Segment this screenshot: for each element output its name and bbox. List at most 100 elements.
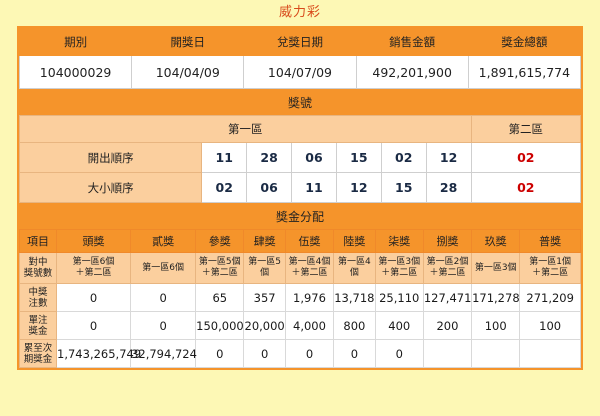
prize-per-bet-value-9: 100 <box>471 311 521 340</box>
prize-distribution-table: 項目 頭獎 貳獎 參獎 肆獎 伍獎 陸獎 柒獎 捌獎 玖獎 普獎 對中 獎號數 … <box>18 229 581 368</box>
match-3-line2: ＋第二區 <box>201 268 238 278</box>
draw-order-number-6: 12 <box>425 142 472 173</box>
match-7-line1: 第一區3個 <box>378 257 421 267</box>
match-5-line2: ＋第二區 <box>291 268 328 278</box>
carryover-value-6: 0 <box>333 339 376 368</box>
draw-order-row: 開出順序 11 28 06 15 02 12 02 <box>18 142 582 173</box>
prize-distribution-frame: 獎金分配 項目 頭獎 貳獎 參獎 肆獎 伍獎 陸獎 柒獎 捌獎 玖獎 普獎 <box>17 205 583 370</box>
match-8-line1: 第一區2個 <box>426 257 469 267</box>
carryover-value-3: 0 <box>195 339 245 368</box>
carryover-value-1: 1,743,265,749 <box>56 339 141 368</box>
tier-header-6: 陸獎 <box>333 229 376 253</box>
tier-header-10: 普獎 <box>519 229 581 253</box>
match-8-line2: ＋第二區 <box>429 268 466 278</box>
draw-info-frame: 期別 開獎日 兌獎日期 銷售金額 獎金總額 104000029 104/04/0… <box>17 26 583 91</box>
draw-info-header-draw-date: 開獎日 <box>131 28 245 56</box>
draw-info-value-sales-amount: 492,201,900 <box>355 55 469 89</box>
draw-info-value-total-prize: 1,891,615,774 <box>467 55 582 89</box>
carryover-value-9 <box>471 339 521 368</box>
draw-info-table: 期別 開獎日 兌獎日期 銷售金額 獎金總額 104000029 104/04/0… <box>18 28 582 89</box>
carryover-row: 累至次 期獎金 1,743,265,749 32,794,724 0 0 0 0… <box>18 339 581 368</box>
prize-per-bet-value-3: 150,000 <box>195 311 245 340</box>
match-2-line1: 第一區6個 <box>142 262 184 273</box>
match-3-line1: 第一區5個 <box>198 257 241 267</box>
matching-numbers-cell-6: 第一區4個 <box>333 252 376 284</box>
prize-per-bet-label: 單注 獎金 <box>18 311 58 340</box>
match-7-line2: ＋第二區 <box>381 268 418 278</box>
match-1-line1: 第一區6個 <box>72 257 115 267</box>
tier-header-8: 捌獎 <box>422 229 473 253</box>
winning-bets-value-9: 171,278 <box>471 283 521 312</box>
carryover-value-10 <box>519 339 581 368</box>
winning-numbers-section-title: 獎號 <box>19 91 581 115</box>
match-1-line2: ＋第二區 <box>75 268 112 278</box>
draw-info-value-draw-date: 104/04/09 <box>131 55 245 89</box>
prize-per-bet-value-10: 100 <box>519 311 581 340</box>
carryover-value-7: 0 <box>374 339 424 368</box>
carryover-label-line2: 期獎金 <box>23 353 53 365</box>
tier-header-1: 頭獎 <box>56 229 132 253</box>
winning-numbers-frame: 獎號 第一區 第二區 開出順序 11 28 06 15 02 12 02 大小順 <box>17 91 583 205</box>
matching-numbers-row: 對中 獎號數 第一區6個 ＋第二區 第一區6個 第一區5個 ＋第二區 第一區5個 <box>18 252 581 284</box>
draw-info-header-row: 期別 開獎日 兌獎日期 銷售金額 獎金總額 <box>18 28 582 56</box>
matching-numbers-label: 對中 獎號數 <box>18 252 58 284</box>
carryover-value-5: 0 <box>284 339 335 368</box>
matching-numbers-cell-4: 第一區5個 <box>243 252 286 284</box>
draw-order-number-5: 02 <box>380 142 427 173</box>
size-order-number-4: 12 <box>335 172 382 203</box>
match-10-line2: ＋第二區 <box>532 268 569 278</box>
draw-info-header-total-prize: 獎金總額 <box>467 28 582 56</box>
prize-distribution-section-title: 獎金分配 <box>19 205 581 229</box>
draw-info-value-claim-date: 104/07/09 <box>243 55 357 89</box>
zone1-label: 第一區 <box>19 115 472 143</box>
carryover-value-2: 32,794,724 <box>130 339 197 368</box>
tier-header-5: 伍獎 <box>284 229 335 253</box>
prize-per-bet-row: 單注 獎金 0 0 150,000 20,000 4,000 800 400 2… <box>18 311 581 340</box>
size-order-label: 大小順序 <box>18 172 203 203</box>
winning-bets-value-1: 0 <box>56 283 132 312</box>
matching-numbers-cell-2: 第一區6個 <box>130 252 197 284</box>
carryover-label-line1: 累至次 <box>23 342 53 354</box>
draw-order-number-4: 15 <box>335 142 382 173</box>
size-order-row: 大小順序 02 06 11 12 15 28 02 <box>18 172 582 203</box>
draw-info-value-period: 104000029 <box>18 55 133 89</box>
prize-per-bet-value-8: 200 <box>422 311 473 340</box>
matching-numbers-cell-10: 第一區1個 ＋第二區 <box>519 252 581 284</box>
winning-bets-value-10: 271,209 <box>519 283 581 312</box>
match-9-line1: 第一區3個 <box>474 262 517 273</box>
winning-bets-value-6: 13,718 <box>333 283 376 312</box>
winning-bets-value-8: 127,471 <box>422 283 473 312</box>
draw-info-header-sales-amount: 銷售金額 <box>355 28 469 56</box>
matching-numbers-cell-7: 第一區3個 ＋第二區 <box>374 252 424 284</box>
winning-bets-label-line1: 中獎 <box>28 286 48 298</box>
tier-header-9: 玖獎 <box>471 229 521 253</box>
prize-per-bet-value-7: 400 <box>374 311 424 340</box>
winning-bets-value-2: 0 <box>130 283 197 312</box>
tier-header-2: 貳獎 <box>130 229 197 253</box>
winning-bets-row: 中獎 注數 0 0 65 357 1,976 13,718 25,110 127… <box>18 283 581 312</box>
match-6-line1: 第一區4個 <box>337 257 371 278</box>
draw-info-value-row: 104000029 104/04/09 104/07/09 492,201,90… <box>18 55 582 89</box>
matching-numbers-cell-9: 第一區3個 <box>471 252 521 284</box>
matching-numbers-cell-5: 第一區4個 ＋第二區 <box>284 252 335 284</box>
winning-bets-value-3: 65 <box>195 283 245 312</box>
size-order-number-1: 02 <box>201 172 248 203</box>
prize-per-bet-label-line2: 獎金 <box>28 325 48 337</box>
matching-numbers-cell-1: 第一區6個 ＋第二區 <box>56 252 132 284</box>
prize-per-bet-value-5: 4,000 <box>284 311 335 340</box>
matching-numbers-cell-3: 第一區5個 ＋第二區 <box>195 252 245 284</box>
winning-bets-label-line2: 注數 <box>28 297 48 309</box>
draw-order-number-3: 06 <box>291 142 337 173</box>
prize-per-bet-label-line1: 單注 <box>28 314 48 326</box>
draw-order-label: 開出順序 <box>18 142 203 173</box>
matching-numbers-label-line1: 對中 <box>28 257 48 268</box>
winning-bets-value-5: 1,976 <box>284 283 335 312</box>
tier-header-4: 肆獎 <box>243 229 286 253</box>
match-5-line1: 第一區4個 <box>288 257 331 267</box>
prize-tier-header-row: 項目 頭獎 貳獎 參獎 肆獎 伍獎 陸獎 柒獎 捌獎 玖獎 普獎 <box>18 229 581 253</box>
size-order-number-3: 11 <box>291 172 337 203</box>
carryover-value-8 <box>422 339 473 368</box>
prize-per-bet-value-6: 800 <box>333 311 376 340</box>
tier-header-7: 柒獎 <box>374 229 424 253</box>
